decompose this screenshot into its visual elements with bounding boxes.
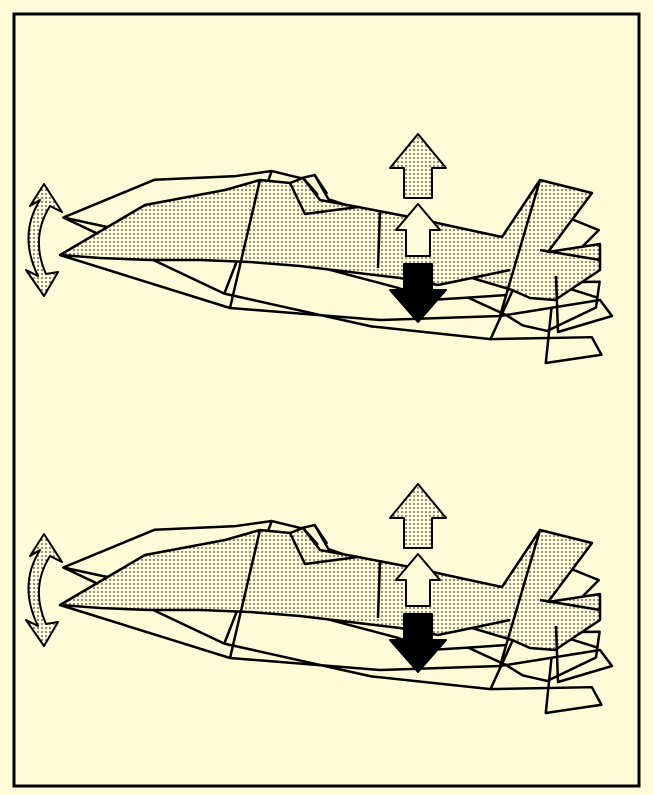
diagram-page bbox=[0, 0, 653, 795]
page-background bbox=[0, 0, 653, 795]
diagram-svg bbox=[0, 0, 653, 795]
